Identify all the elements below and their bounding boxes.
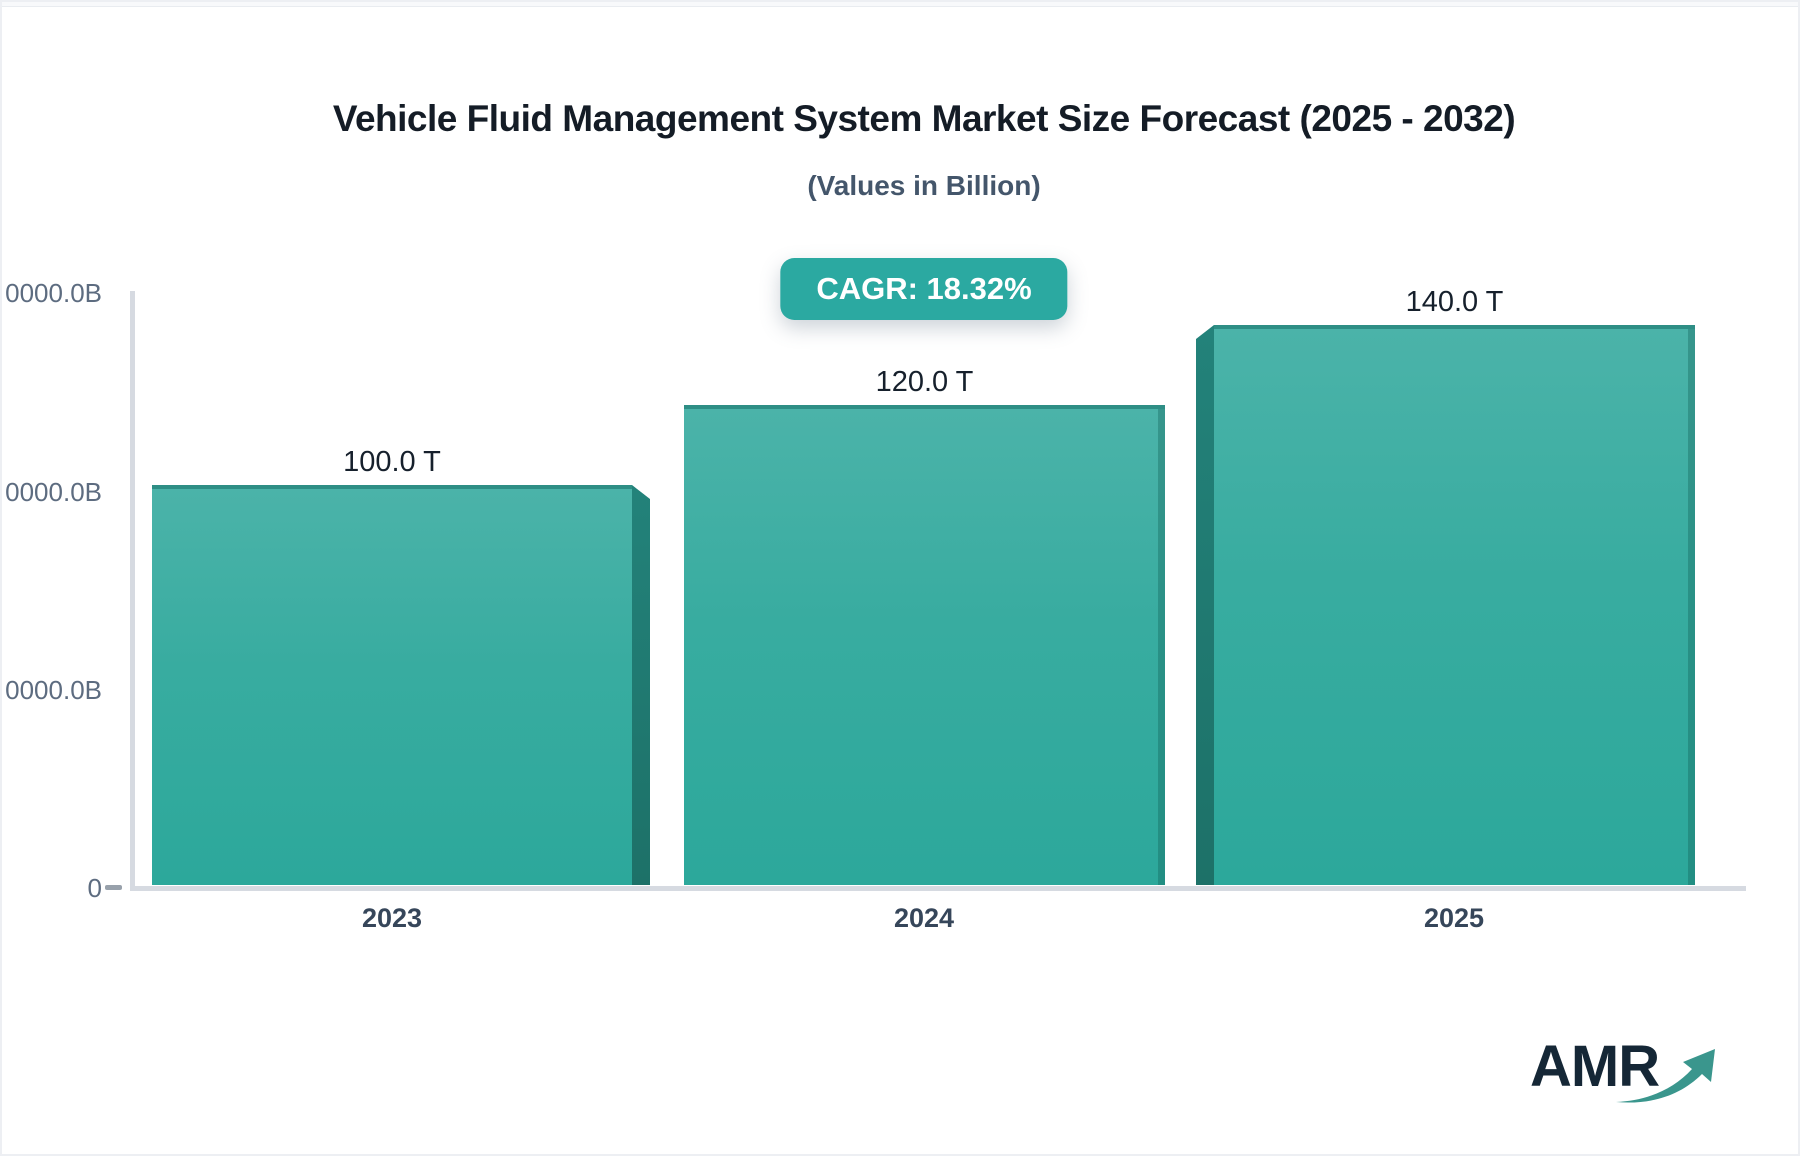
cagr-badge: CAGR: 18.32% [780,258,1068,320]
y-tick-label: 0000.0B [5,477,102,507]
y-tick-label: 0000.0B [5,278,102,308]
x-label-2023: 2023 [361,903,423,933]
bar-2024: 120.0 T [684,366,1165,885]
bar-face [1214,325,1695,885]
y-tick-dash [105,885,122,890]
bar-2023: 100.0 T [152,446,650,885]
bar-value-label: 120.0 T [875,366,974,398]
y-tick-label-zero: 0 [87,873,102,903]
x-label-2025: 2025 [1423,903,1485,933]
amr-logo-text: AMR [1530,1034,1660,1099]
chart-subtitle: (Values in Billion) [807,170,1041,201]
bar-side-bevel [632,485,650,885]
x-label-2024: 2024 [893,903,955,933]
top-border-strip [2,2,1798,7]
growth-arrow-icon [1616,1049,1715,1103]
bar-value-label: 100.0 T [343,446,441,478]
bar-side-bevel [1196,325,1214,885]
amr-logo: AMR [1530,1038,1720,1118]
y-axis-line [130,291,135,887]
chart-title: Vehicle Fluid Management System Market S… [332,98,1516,139]
x-axis-line [130,886,1746,891]
bar-2025: 140.0 T [1196,286,1695,885]
bar-face [152,485,632,885]
bar-face [684,405,1165,885]
y-tick-label: 0000.0B [5,675,102,705]
bar-value-label: 140.0 T [1405,286,1504,318]
